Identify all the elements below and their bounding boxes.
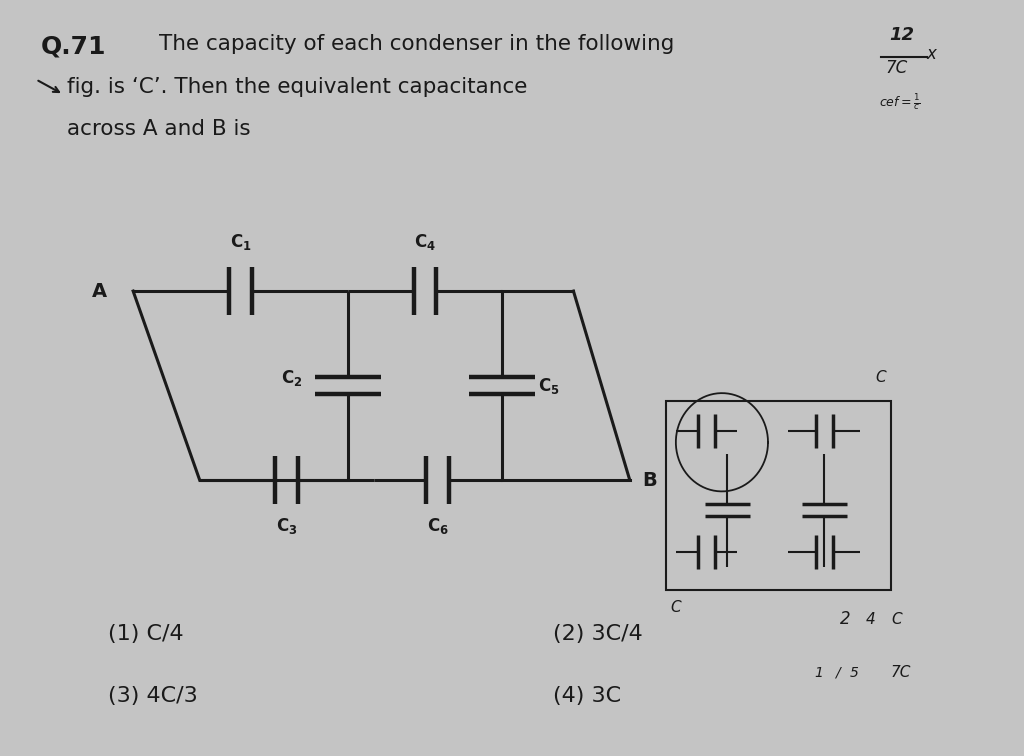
Text: C: C <box>891 612 901 627</box>
Text: 12: 12 <box>889 26 913 45</box>
Text: $\mathbf{C_5}$: $\mathbf{C_5}$ <box>538 376 559 395</box>
Text: (3) 4C/3: (3) 4C/3 <box>108 686 198 706</box>
Text: C: C <box>876 370 886 385</box>
Text: The capacity of each condenser in the following: The capacity of each condenser in the fo… <box>159 34 674 54</box>
Text: $\mathbf{C_6}$: $\mathbf{C_6}$ <box>427 516 449 536</box>
Text: 1: 1 <box>814 665 823 680</box>
Text: (2) 3C/4: (2) 3C/4 <box>553 624 643 643</box>
Text: $\mathbf{C_2}$: $\mathbf{C_2}$ <box>281 368 302 388</box>
Text: x: x <box>927 45 937 64</box>
Text: C: C <box>671 600 681 615</box>
Text: 4: 4 <box>865 612 876 627</box>
Text: $\mathbf{C_4}$: $\mathbf{C_4}$ <box>414 232 436 252</box>
Text: fig. is ‘C’. Then the equivalent capacitance: fig. is ‘C’. Then the equivalent capacit… <box>67 77 527 97</box>
Text: B: B <box>642 470 656 490</box>
Text: (1) C/4: (1) C/4 <box>108 624 183 643</box>
Text: /: / <box>835 665 840 680</box>
Text: across A and B is: across A and B is <box>67 119 250 138</box>
Text: 2: 2 <box>840 609 850 627</box>
Text: (4) 3C: (4) 3C <box>553 686 622 706</box>
Text: $\mathbf{C_3}$: $\mathbf{C_3}$ <box>276 516 297 536</box>
Text: 5: 5 <box>850 665 859 680</box>
Text: 7C: 7C <box>886 59 908 77</box>
Text: A: A <box>92 281 108 301</box>
Bar <box>666 401 891 590</box>
Text: $\mathbf{C_1}$: $\mathbf{C_1}$ <box>229 232 252 252</box>
Text: $cef{=}\frac{1}{c}$: $cef{=}\frac{1}{c}$ <box>879 92 921 113</box>
Text: 7C: 7C <box>891 665 911 680</box>
Text: Q.71: Q.71 <box>41 34 106 58</box>
